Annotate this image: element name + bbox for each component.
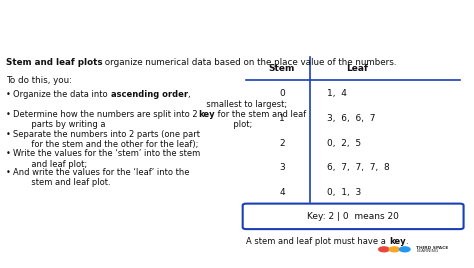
Text: A stem and leaf plot must have a: A stem and leaf plot must have a <box>246 237 389 246</box>
Text: 1: 1 <box>279 114 285 123</box>
Text: And write the values for the ‘leaf’ into the
       stem and leaf plot.: And write the values for the ‘leaf’ into… <box>13 168 190 187</box>
Text: Stem and Leaf Plot: Stem and Leaf Plot <box>6 15 215 34</box>
Text: Key: 2 | 0  means 20: Key: 2 | 0 means 20 <box>307 212 399 221</box>
Text: key: key <box>389 237 406 246</box>
Text: 4: 4 <box>279 188 285 197</box>
Text: Organize the data into: Organize the data into <box>13 90 110 99</box>
Text: •: • <box>6 90 10 99</box>
FancyBboxPatch shape <box>243 204 464 229</box>
Text: 1,  4: 1, 4 <box>327 89 347 98</box>
Text: THIRD SPACE: THIRD SPACE <box>416 245 448 250</box>
Text: 0,  2,  5: 0, 2, 5 <box>327 139 361 148</box>
Circle shape <box>379 247 389 252</box>
Text: 0,  1,  3: 0, 1, 3 <box>327 188 361 197</box>
Text: 6,  7,  7,  7,  8: 6, 7, 7, 7, 8 <box>327 163 390 172</box>
Text: Stem and leaf plots: Stem and leaf plots <box>6 58 102 67</box>
Text: 3,  6,  6,  7: 3, 6, 6, 7 <box>327 114 375 123</box>
Text: Stem: Stem <box>269 64 295 73</box>
Text: 0: 0 <box>279 89 285 98</box>
Text: .: . <box>406 237 408 246</box>
Text: ascending order: ascending order <box>110 90 188 99</box>
Text: Leaf: Leaf <box>346 64 368 73</box>
Text: •: • <box>6 129 10 139</box>
Text: Determine how the numbers are split into 2
       parts by writing a: Determine how the numbers are split into… <box>13 110 198 129</box>
Text: key: key <box>198 110 215 119</box>
Text: To do this, you:: To do this, you: <box>6 76 72 85</box>
Text: •: • <box>6 149 10 158</box>
Circle shape <box>400 247 410 252</box>
Text: 2: 2 <box>279 139 285 148</box>
Text: Separate the numbers into 2 parts (one part
       for the stem and the other fo: Separate the numbers into 2 parts (one p… <box>13 129 201 149</box>
Text: •: • <box>6 168 10 177</box>
Text: 3: 3 <box>279 163 285 172</box>
Text: ,
       smallest to largest;: , smallest to largest; <box>188 90 287 109</box>
Text: •: • <box>6 110 10 119</box>
Circle shape <box>389 247 400 252</box>
Text: for the stem and leaf
       plot;: for the stem and leaf plot; <box>215 110 306 129</box>
Text: Write the values for the ‘stem’ into the stem
       and leaf plot;: Write the values for the ‘stem’ into the… <box>13 149 201 169</box>
Text: LEARNING: LEARNING <box>416 249 438 253</box>
Text: organize numerical data based on the place value of the numbers.: organize numerical data based on the pla… <box>102 58 397 67</box>
